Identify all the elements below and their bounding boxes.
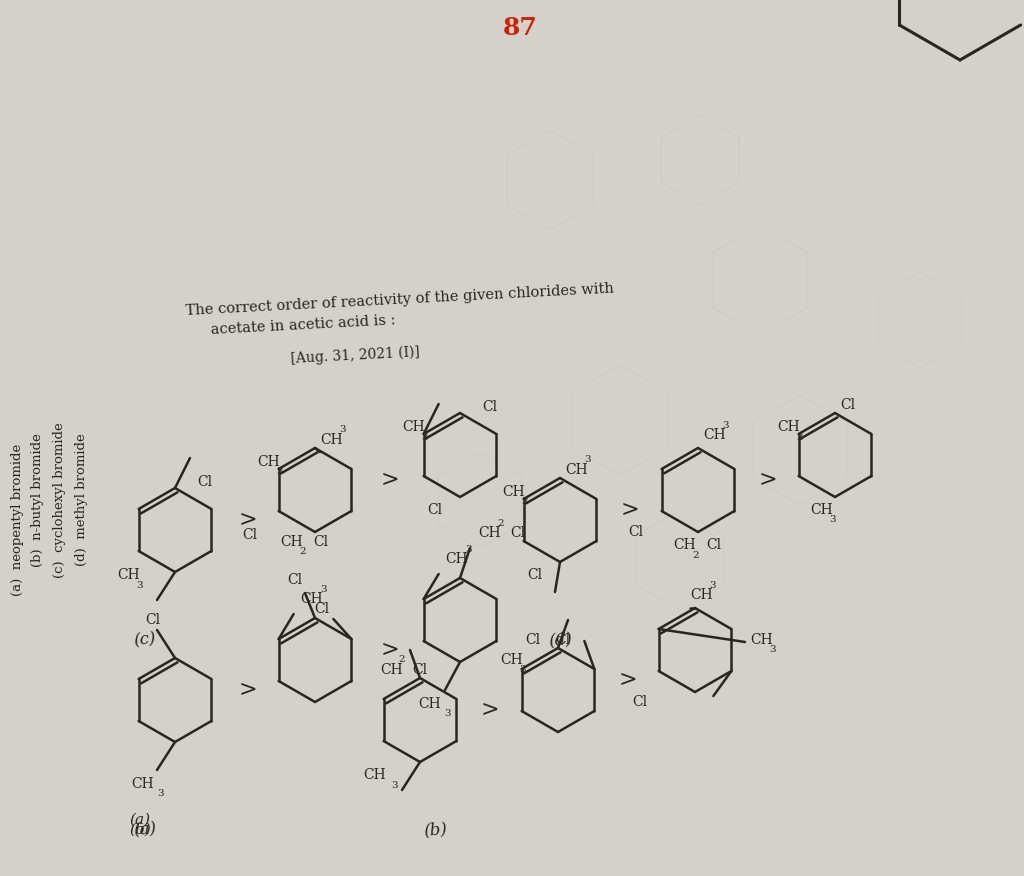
Text: >: > — [381, 469, 399, 491]
Text: (d): (d) — [548, 631, 572, 649]
Text: CH: CH — [810, 503, 833, 517]
Text: CH: CH — [301, 592, 324, 606]
Text: 3: 3 — [321, 584, 327, 594]
Text: (c)  cyclohexyl bromide: (c) cyclohexyl bromide — [53, 422, 67, 578]
Text: 3: 3 — [797, 433, 803, 442]
Text: CH: CH — [500, 653, 522, 667]
Text: 2: 2 — [498, 519, 504, 527]
Text: >: > — [759, 469, 777, 491]
Text: 3: 3 — [444, 710, 452, 718]
Text: CH: CH — [280, 535, 303, 549]
Text: CH: CH — [380, 663, 402, 677]
Text: CH: CH — [777, 420, 800, 434]
Text: >: > — [621, 499, 639, 521]
Text: Cl: Cl — [527, 568, 543, 582]
Text: Cl: Cl — [629, 525, 643, 539]
Text: 2: 2 — [300, 548, 306, 556]
Text: CH: CH — [132, 777, 155, 791]
Text: CH: CH — [690, 588, 713, 602]
Text: >: > — [381, 639, 399, 661]
Text: 3: 3 — [392, 781, 398, 789]
Text: (c): (c) — [133, 631, 157, 649]
Text: (a): (a) — [133, 821, 157, 839]
Text: (b): (b) — [423, 821, 447, 839]
Text: CH: CH — [750, 633, 773, 647]
Text: CH: CH — [445, 552, 468, 566]
Text: Cl: Cl — [510, 526, 525, 540]
Text: (a): (a) — [129, 813, 151, 827]
Text: CH: CH — [117, 568, 139, 582]
Text: (a)  neopentyl bromide: (a) neopentyl bromide — [11, 444, 25, 597]
Text: CH: CH — [257, 455, 280, 469]
Text: (b): (b) — [129, 823, 151, 837]
Text: CH: CH — [364, 768, 386, 782]
Text: CH: CH — [478, 526, 501, 540]
Text: Cl: Cl — [243, 528, 258, 542]
Text: 3: 3 — [521, 498, 528, 506]
Text: 3: 3 — [585, 456, 591, 464]
Text: Cl: Cl — [482, 400, 497, 414]
Text: 3: 3 — [136, 581, 143, 590]
Text: >: > — [239, 509, 257, 531]
Text: 3: 3 — [465, 545, 472, 554]
Text: Cl: Cl — [197, 475, 212, 489]
Text: Cl: Cl — [313, 535, 328, 549]
Text: >: > — [618, 669, 637, 691]
Text: Cl: Cl — [412, 663, 427, 677]
Text: 3: 3 — [829, 515, 837, 525]
Text: CH: CH — [319, 433, 343, 447]
Text: (b)  n-butyl bromide: (b) n-butyl bromide — [32, 433, 44, 567]
Text: The correct order of reactivity of the given chlorides with: The correct order of reactivity of the g… — [185, 282, 614, 318]
Text: CH: CH — [703, 428, 726, 442]
Text: Cl: Cl — [633, 695, 647, 709]
Text: acetate in acetic acid is :: acetate in acetic acid is : — [210, 313, 395, 337]
Text: Cl: Cl — [288, 573, 302, 587]
Text: Cl: Cl — [145, 613, 161, 627]
Text: [Aug. 31, 2021 (I)]: [Aug. 31, 2021 (I)] — [290, 344, 420, 365]
Text: >: > — [480, 699, 500, 721]
Text: 2: 2 — [692, 550, 699, 560]
Text: CH: CH — [673, 538, 695, 552]
Text: 3: 3 — [422, 433, 428, 442]
Text: Cl: Cl — [427, 503, 442, 517]
Text: (d)  methyl bromide: (d) methyl bromide — [76, 434, 88, 567]
Text: Cl: Cl — [525, 633, 541, 647]
Text: Cl: Cl — [706, 538, 721, 552]
Text: 3: 3 — [276, 468, 284, 477]
Text: 3: 3 — [340, 426, 346, 434]
Text: CH: CH — [419, 697, 441, 711]
Text: 87: 87 — [503, 16, 538, 40]
Text: 3: 3 — [723, 420, 729, 429]
Text: CH: CH — [565, 463, 588, 477]
Text: 3: 3 — [158, 789, 164, 799]
Text: Cl: Cl — [555, 633, 570, 647]
Text: 2: 2 — [398, 655, 406, 665]
Text: >: > — [239, 679, 257, 701]
Text: Cl: Cl — [840, 398, 855, 412]
Text: 3: 3 — [770, 646, 776, 654]
Text: CH: CH — [402, 420, 425, 434]
Text: CH: CH — [502, 485, 524, 499]
Text: Cl: Cl — [313, 602, 329, 616]
Text: 3: 3 — [710, 581, 717, 590]
Text: 3: 3 — [520, 666, 526, 675]
